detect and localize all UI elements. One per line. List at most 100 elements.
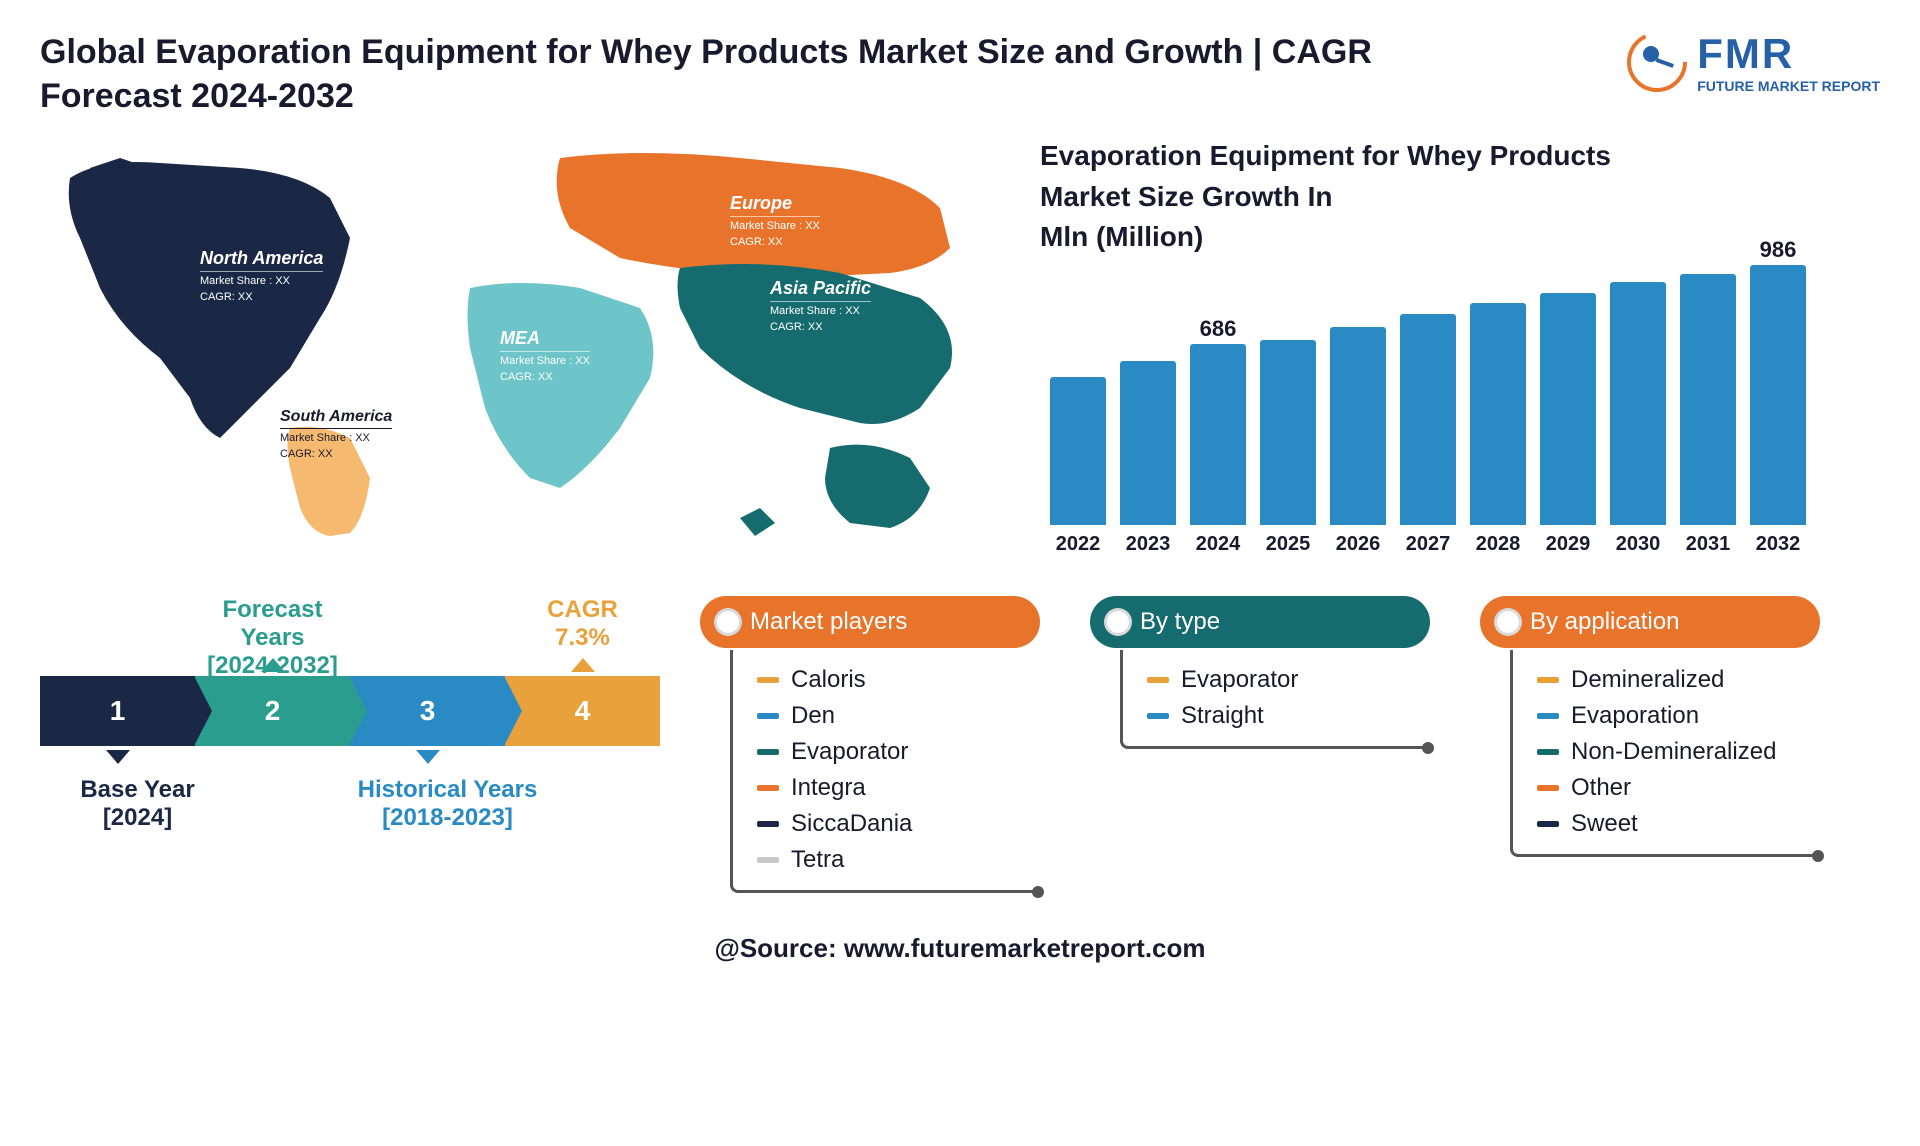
map-region-label: Asia PacificMarket Share : XXCAGR: XX bbox=[770, 278, 871, 335]
page-title: Global Evaporation Equipment for Whey Pr… bbox=[40, 30, 1440, 118]
timeline-segment: 1 bbox=[40, 676, 195, 746]
category-column: Market players Caloris Den Evaporator Integr… bbox=[700, 596, 1040, 893]
category-item: Den bbox=[757, 698, 1040, 734]
tick-icon bbox=[757, 785, 779, 791]
bar-year-label: 2032 bbox=[1756, 533, 1801, 556]
bar-year-label: 2026 bbox=[1336, 533, 1381, 556]
category-item: Integra bbox=[757, 770, 1040, 806]
category-header: Market players bbox=[700, 596, 1040, 648]
bar-group: 2029 bbox=[1540, 293, 1596, 556]
map-region-label: North AmericaMarket Share : XXCAGR: XX bbox=[200, 248, 323, 305]
bar-group: 2031 bbox=[1680, 274, 1736, 556]
map-region-label: South AmericaMarket Share : XXCAGR: XX bbox=[280, 408, 392, 462]
category-item-label: Evaporator bbox=[791, 738, 908, 766]
tick-icon bbox=[1537, 821, 1559, 827]
tick-icon bbox=[757, 713, 779, 719]
logo: FMR FUTURE MARKET REPORT bbox=[1627, 30, 1880, 94]
category-item-label: Den bbox=[791, 702, 835, 730]
bar-year-label: 2030 bbox=[1616, 533, 1661, 556]
category-item-label: Evaporation bbox=[1571, 702, 1699, 730]
timeline-bottom-label: Historical Years[2018-2023] bbox=[350, 776, 545, 832]
bar-year-label: 2028 bbox=[1476, 533, 1521, 556]
category-item: Tetra bbox=[757, 842, 1040, 878]
category-item-label: Non-Demineralized bbox=[1571, 738, 1776, 766]
bar-value-label: 686 bbox=[1200, 316, 1237, 342]
category-item-label: Other bbox=[1571, 774, 1631, 802]
tick-icon bbox=[1147, 713, 1169, 719]
tick-icon bbox=[1537, 785, 1559, 791]
category-item-label: Tetra bbox=[791, 846, 844, 874]
tick-icon bbox=[1537, 749, 1559, 755]
bar-year-label: 2029 bbox=[1546, 533, 1591, 556]
bar-year-label: 2027 bbox=[1406, 533, 1451, 556]
bar-group: 2023 bbox=[1120, 361, 1176, 555]
bar: 986 bbox=[1750, 265, 1806, 525]
tick-icon bbox=[757, 749, 779, 755]
category-item: Demineralized bbox=[1537, 662, 1820, 698]
tick-icon bbox=[1537, 713, 1559, 719]
timeline-segment: 3 bbox=[350, 676, 505, 746]
category-item: Evaporator bbox=[1147, 662, 1430, 698]
category-item: SiccaDania bbox=[757, 806, 1040, 842]
category-header: By type bbox=[1090, 596, 1430, 648]
bar-year-label: 2025 bbox=[1266, 533, 1311, 556]
category-item-label: Sweet bbox=[1571, 810, 1638, 838]
category-item-label: Integra bbox=[791, 774, 866, 802]
timeline: Forecast Years[2024-2032]CAGR7.3% 1234 B… bbox=[40, 596, 660, 856]
bar bbox=[1540, 293, 1596, 525]
bar: 686 bbox=[1190, 344, 1246, 525]
logo-text-sub: FUTURE MARKET REPORT bbox=[1697, 78, 1880, 94]
chart-title-3: Mln (Million) bbox=[1040, 219, 1880, 255]
map-region-label: MEAMarket Share : XXCAGR: XX bbox=[500, 328, 590, 385]
source-text: @Source: www.futuremarketreport.com bbox=[40, 933, 1880, 964]
bar-value-label: 986 bbox=[1760, 237, 1797, 263]
category-column: By type Evaporator Straight bbox=[1090, 596, 1430, 893]
tick-icon bbox=[757, 821, 779, 827]
bar-group: 2025 bbox=[1260, 340, 1316, 556]
bar-year-label: 2024 bbox=[1196, 533, 1241, 556]
category-item: Evaporation bbox=[1537, 698, 1820, 734]
category-item: Non-Demineralized bbox=[1537, 734, 1820, 770]
bar bbox=[1680, 274, 1736, 525]
timeline-bottom-label: Base Year[2024] bbox=[40, 776, 235, 832]
chart-title-1: Evaporation Equipment for Whey Products bbox=[1040, 138, 1880, 174]
bar bbox=[1330, 327, 1386, 525]
timeline-top-label: CAGR7.3% bbox=[505, 596, 660, 652]
category-item-label: Caloris bbox=[791, 666, 866, 694]
chart-title-2: Market Size Growth In bbox=[1040, 179, 1880, 215]
category-bracket: Evaporator Straight bbox=[1120, 650, 1430, 749]
bar-group: 2022 bbox=[1050, 377, 1106, 556]
bar-group: 686 2024 bbox=[1190, 344, 1246, 556]
logo-text-main: FMR bbox=[1697, 30, 1880, 78]
bar bbox=[1260, 340, 1316, 525]
category-item: Sweet bbox=[1537, 806, 1820, 842]
bar-chart: Evaporation Equipment for Whey Products … bbox=[1040, 138, 1880, 555]
bar bbox=[1610, 282, 1666, 525]
category-item: Straight bbox=[1147, 698, 1430, 734]
bar-year-label: 2031 bbox=[1686, 533, 1731, 556]
bar-year-label: 2022 bbox=[1056, 533, 1101, 556]
timeline-segment: 2 bbox=[195, 676, 350, 746]
timeline-segment: 4 bbox=[505, 676, 660, 746]
category-item-label: Evaporator bbox=[1181, 666, 1298, 694]
bar bbox=[1050, 377, 1106, 525]
tick-icon bbox=[757, 857, 779, 863]
map-region-label: EuropeMarket Share : XXCAGR: XX bbox=[730, 193, 820, 250]
category-item-label: Straight bbox=[1181, 702, 1264, 730]
bar-group: 2030 bbox=[1610, 282, 1666, 556]
tick-icon bbox=[757, 677, 779, 683]
bar-group: 2026 bbox=[1330, 327, 1386, 556]
category-bracket: Demineralized Evaporation Non-Demineralize… bbox=[1510, 650, 1820, 857]
bar-group: 986 2032 bbox=[1750, 265, 1806, 556]
category-header: By application bbox=[1480, 596, 1820, 648]
category-bracket: Caloris Den Evaporator Integra SiccaDania Tet… bbox=[730, 650, 1040, 893]
category-item: Caloris bbox=[757, 662, 1040, 698]
bar bbox=[1470, 303, 1526, 525]
category-item: Evaporator bbox=[757, 734, 1040, 770]
category-column: By application Demineralized Evaporation No… bbox=[1480, 596, 1820, 893]
bar-group: 2028 bbox=[1470, 303, 1526, 556]
tick-icon bbox=[1147, 677, 1169, 683]
category-item-label: Demineralized bbox=[1571, 666, 1724, 694]
tick-icon bbox=[1537, 677, 1559, 683]
category-item: Other bbox=[1537, 770, 1820, 806]
